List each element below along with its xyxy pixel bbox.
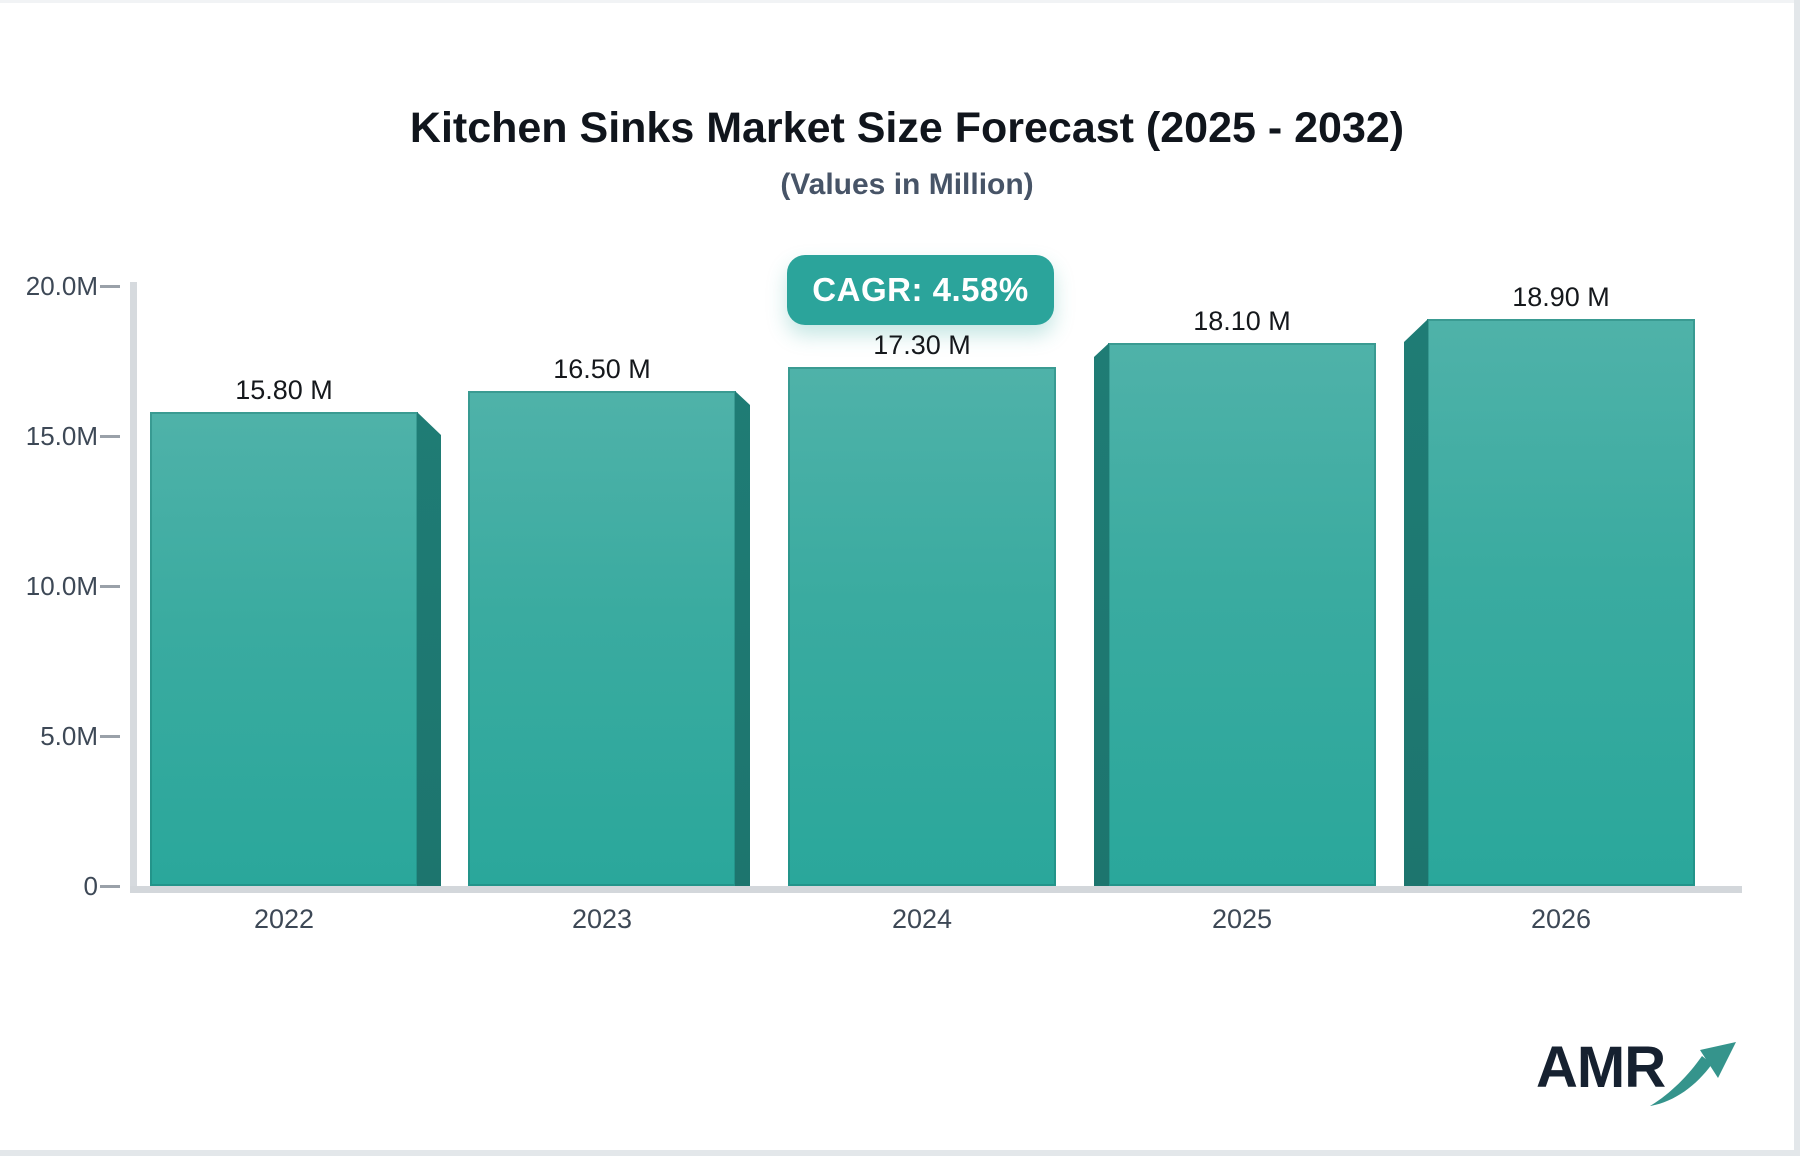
y-axis-line [130, 282, 137, 893]
bar-side-shadow [1094, 343, 1109, 886]
amr-logo: AMR [1536, 1028, 1736, 1118]
bar [150, 412, 418, 886]
bar-value-label: 18.90 M [1512, 282, 1610, 312]
y-tick-mark [100, 885, 120, 888]
page-right-border [1794, 0, 1800, 1156]
bar [468, 391, 736, 886]
cagr-badge: CAGR: 4.58% [787, 255, 1054, 325]
x-tick-label: 2026 [1530, 904, 1592, 934]
growth-arrow-icon [1650, 1042, 1736, 1106]
x-tick-label: 2022 [253, 904, 315, 934]
amr-logo-text: AMR [1536, 1035, 1666, 1100]
x-tick-label: 2024 [891, 904, 953, 934]
y-tick-label: 20.0M [25, 271, 98, 301]
bar [1427, 319, 1695, 886]
x-tick-label: 2025 [1211, 904, 1273, 934]
x-tick-label: 2023 [571, 904, 633, 934]
bar-value-label: 18.10 M [1193, 306, 1291, 336]
bar-side-shadow [735, 391, 750, 886]
y-tick-label: 10.0M [25, 571, 98, 601]
bar-value-label: 17.30 M [873, 330, 971, 360]
cagr-badge-label: CAGR: 4.58% [812, 271, 1029, 308]
y-tick-mark [100, 285, 120, 288]
y-tick-mark [100, 435, 120, 438]
y-tick-label: 0 [83, 871, 98, 901]
bar-side-shadow [1404, 319, 1428, 886]
bar-side-shadow [417, 412, 441, 886]
chart-subtitle: (Values in Million) [780, 168, 1034, 201]
y-tick-mark [100, 735, 120, 738]
x-axis-line [130, 886, 1742, 893]
chart-title: Kitchen Sinks Market Size Forecast (2025… [409, 104, 1405, 152]
bar-value-label: 15.80 M [235, 375, 333, 405]
bar-value-label: 16.50 M [553, 354, 651, 384]
y-tick-mark [100, 585, 120, 588]
y-tick-label: 5.0M [40, 721, 98, 751]
y-tick-label: 15.0M [25, 421, 98, 451]
page-top-border [0, 0, 1800, 3]
bar [1108, 343, 1376, 886]
bar [788, 367, 1056, 886]
page-bottom-border [0, 1150, 1800, 1156]
